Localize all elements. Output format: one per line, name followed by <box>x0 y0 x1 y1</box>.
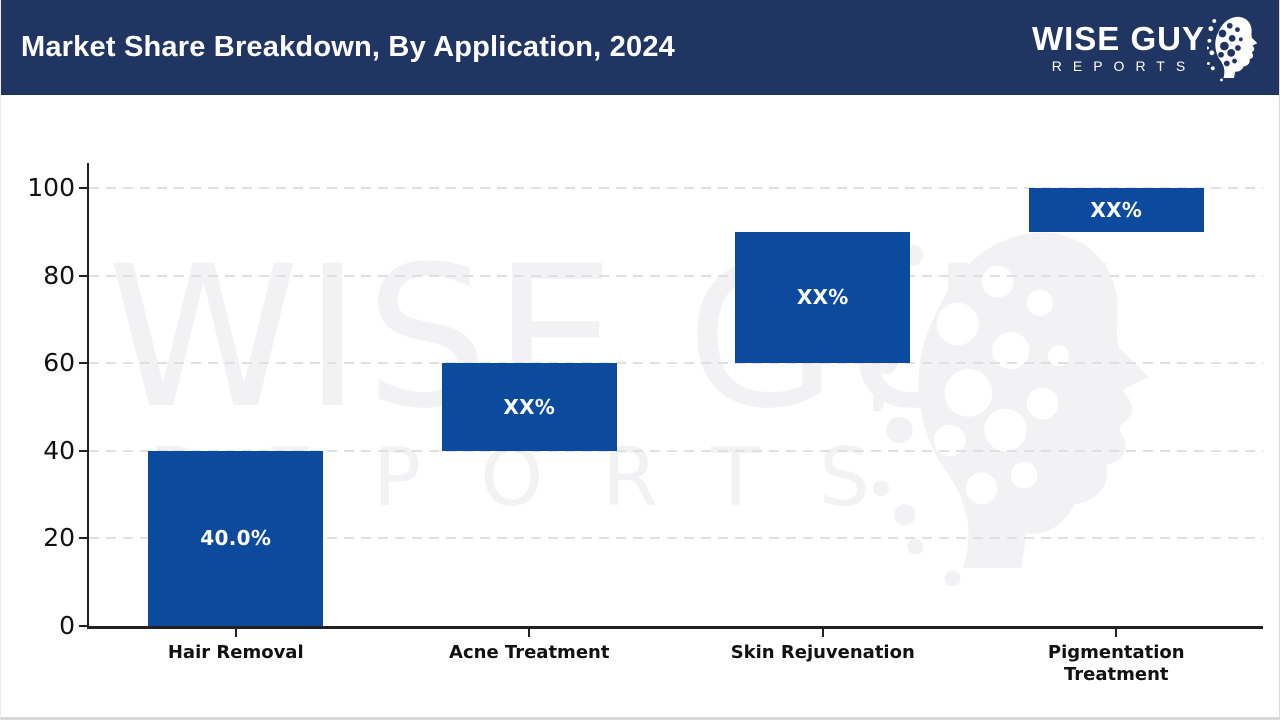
watermark-head-graphic <box>873 232 1149 587</box>
x-tick-mark <box>821 629 824 637</box>
x-tick-mark <box>1115 629 1118 637</box>
x-axis-label: Skin Rejuvenation <box>676 642 970 686</box>
x-axis-spine <box>87 626 1263 629</box>
plot-area: Hair Removal Acne Treatment Skin Rejuvenat… <box>27 163 1263 685</box>
y-tick-label: 80 <box>43 260 75 290</box>
x-axis-label: Hair Removal <box>89 642 383 686</box>
wise-guy-logo: WISE GUY REPORTS <box>1032 10 1279 86</box>
y-axis-spine <box>87 163 89 628</box>
bar-value-label: XX% <box>796 285 849 310</box>
logo-text: WISE GUY REPORTS <box>1032 22 1205 73</box>
y-tick-label: 20 <box>43 523 75 553</box>
y-tick-label: 60 <box>43 348 75 378</box>
y-tick-mark <box>79 625 87 627</box>
page-title: Market Share Breakdown, By Application, … <box>21 31 675 63</box>
gridline-y60 <box>89 362 1263 365</box>
x-axis-label-text: Acne Treatment <box>449 642 610 663</box>
bar-pigmentation-treatment: XX% <box>1028 187 1204 232</box>
bar-acne-treatment: XX% <box>441 363 617 451</box>
logo-subtitle: REPORTS <box>1051 58 1197 74</box>
header-bar: Market Share Breakdown, By Application, … <box>1 0 1279 95</box>
bar-value-label: XX% <box>503 395 556 419</box>
bar-skin-rejuvenation: XX% <box>735 231 911 364</box>
bar-value-label: XX% <box>1090 197 1143 222</box>
y-tick-label: 100 <box>27 172 75 202</box>
gridline-y20 <box>89 537 1263 540</box>
x-tick-mark <box>234 629 237 637</box>
gridline-y100 <box>89 186 1263 189</box>
gridline-y40 <box>89 449 1263 452</box>
y-tick-label: 40 <box>43 435 75 465</box>
x-axis-label-text: Pigmentation Treatment <box>1047 642 1185 685</box>
gridline-y80 <box>89 274 1263 277</box>
x-axis-label: Acne Treatment <box>383 642 677 686</box>
logo-wordmark: WISE GUY <box>1031 20 1205 57</box>
logo-head-icon <box>1207 16 1258 81</box>
x-axis-label-text: Hair Removal <box>167 642 304 663</box>
x-axis-labels: Hair Removal Acne Treatment Skin Rejuvenat… <box>89 642 1263 686</box>
x-axis-label: Pigmentation Treatment <box>970 642 1264 686</box>
y-tick-mark <box>79 449 87 452</box>
x-axis-label-text: Skin Rejuvenation <box>730 642 915 663</box>
y-tick-mark <box>79 362 87 365</box>
bar-value-label: 40.0% <box>200 526 272 551</box>
y-tick-mark <box>79 537 87 540</box>
x-tick-mark <box>528 629 531 637</box>
y-tick-label: 0 <box>59 611 75 640</box>
bar-hair-removal: 40.0% <box>148 450 324 626</box>
y-tick-mark <box>79 274 87 277</box>
y-tick-mark <box>79 186 87 189</box>
